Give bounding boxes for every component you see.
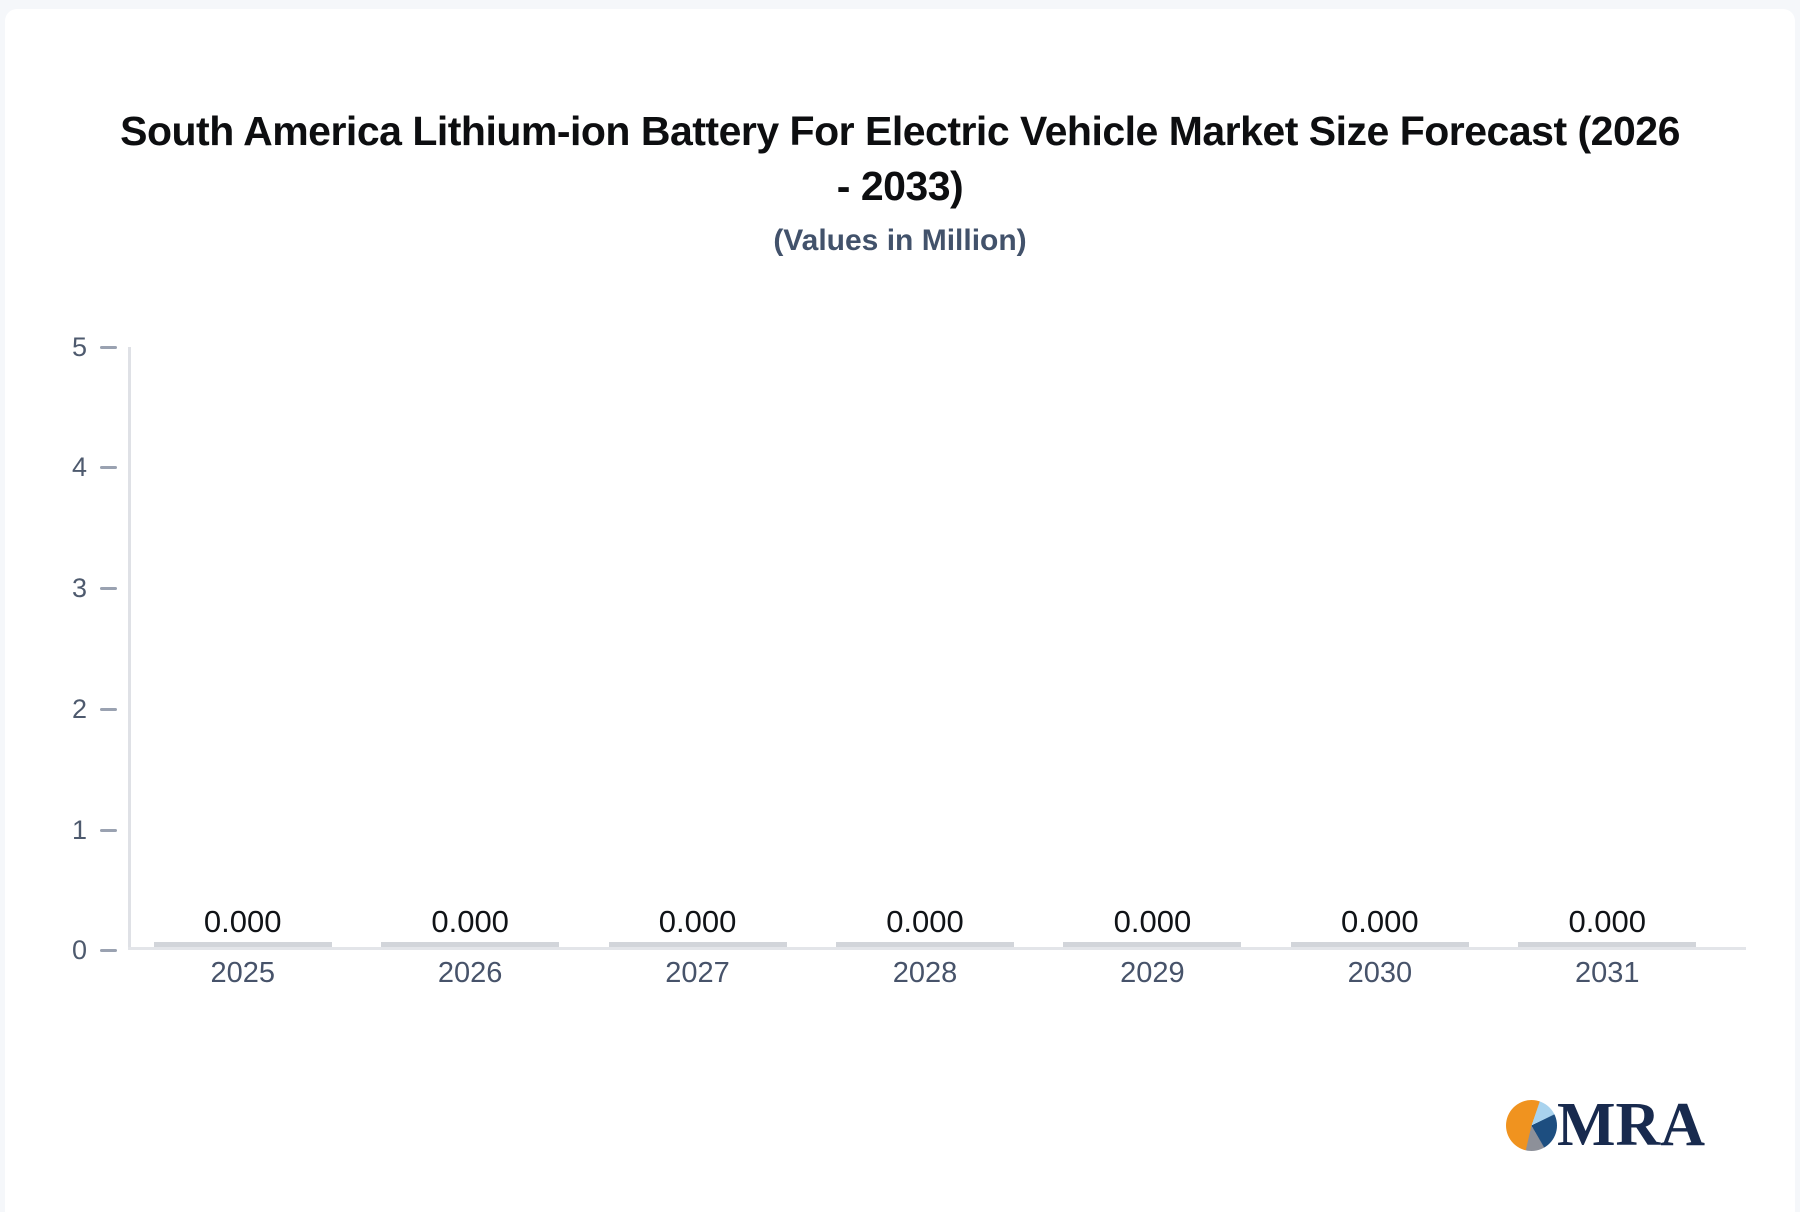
bar [835,942,1014,947]
y-tick-mark-icon [100,828,117,832]
y-tick: 4 [30,452,117,483]
mra-logo-text: MRA [1557,1091,1706,1159]
bar-value-label: 0.000 [886,904,964,939]
y-tick-mark-icon [100,587,117,591]
y-tick-label: 2 [71,693,87,724]
y-tick: 3 [30,573,117,604]
bar-value-label: 0.000 [1113,904,1192,939]
x-category-label: 2031 [1574,957,1640,989]
y-tick: 1 [30,814,117,845]
y-tick-mark-icon [100,466,117,470]
x-category-label: 2025 [210,957,275,989]
y-tick-mark-icon [100,345,117,349]
y-tick: 5 [30,331,117,362]
bar-group: 0.000 2029 [1039,880,1266,995]
bar-value-label: 0.000 [1341,904,1419,939]
x-category-label: 2030 [1347,957,1413,989]
bar-group: 0.000 2027 [584,880,811,995]
chart-title: South America Lithium-ion Battery For El… [60,104,1740,214]
mra-pie-chart-icon [1506,1099,1557,1151]
y-tick-label: 4 [71,452,87,483]
bar [381,942,560,947]
bar [1063,942,1242,947]
mra-logo: MRA [1506,1094,1705,1156]
x-category-label: 2027 [665,957,730,989]
bar [1290,942,1469,947]
bar-value-label: 0.000 [203,904,282,939]
x-category-label: 2029 [1120,957,1185,989]
y-axis-line [128,347,131,950]
bar [1518,942,1697,947]
bar-value-label: 0.000 [431,904,509,939]
y-tick-label: 1 [71,814,87,845]
chart-plot-area: 0.000 2025 0.000 2026 0.000 2027 0.000 2… [129,880,1721,995]
bar-group: 0.000 2031 [1494,880,1721,995]
bar-group: 0.000 2025 [129,880,356,995]
y-tick-mark-icon [100,949,117,953]
x-category-label: 2028 [892,957,958,989]
y-tick: 2 [30,693,117,724]
bar-group: 0.000 2026 [356,880,583,995]
bar-value-label: 0.000 [1568,904,1647,939]
bar-group: 0.000 2028 [811,880,1038,995]
chart-title-line-1: South America Lithium-ion Battery For El… [120,108,1680,154]
x-category-label: 2026 [437,957,503,989]
bar [153,942,332,947]
y-tick-label: 5 [71,331,87,362]
chart-card [5,9,1795,1212]
bar-group: 0.000 2030 [1266,880,1493,995]
y-tick-label: 3 [71,573,87,604]
y-tick-mark-icon [100,707,117,711]
y-axis: 5 4 3 2 1 0 [30,331,117,966]
bar-value-label: 0.000 [658,904,737,939]
chart-subtitle: (Values in Million) [773,224,1027,257]
bar [608,942,787,947]
y-tick: 0 [30,935,117,966]
chart-title-line-2: - 2033) [836,163,964,209]
y-tick-label: 0 [71,935,87,966]
x-axis-line [128,947,1746,950]
